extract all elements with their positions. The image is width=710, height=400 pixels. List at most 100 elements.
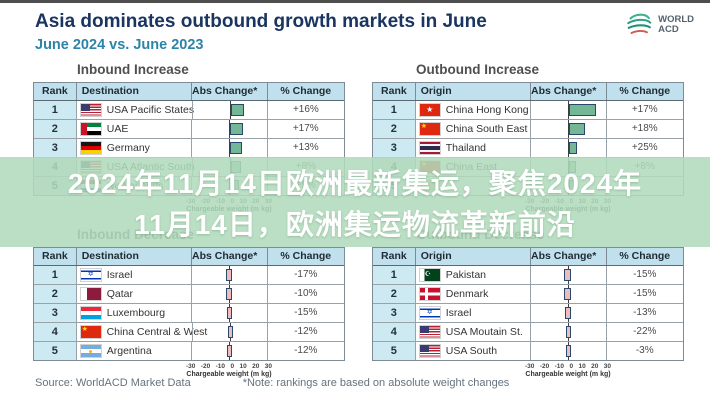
col-header-rank: Rank (34, 248, 76, 265)
rank-cell: 3 (373, 304, 415, 322)
source-note: Source: WorldACD Market Data (35, 377, 191, 389)
country-cell: Qatar (75, 285, 191, 303)
abs-change-bar (566, 345, 571, 357)
pct-change-cell: -15% (605, 285, 684, 303)
abs-change-bar (568, 123, 585, 135)
table-row: 3 Thailand +25% (373, 138, 683, 157)
table-row: 4 USA Moutain St. -22% (373, 322, 683, 341)
country-label: USA Pacific States (106, 104, 195, 116)
uae-flag-icon (80, 123, 101, 135)
col-header-change: % Change (605, 248, 683, 265)
rank-cell: 2 (34, 120, 76, 138)
pct-change-cell: -12% (266, 323, 344, 341)
pct-change-cell: -13% (605, 304, 684, 322)
col-header-destination: Destination (75, 83, 191, 100)
country-label: Luxembourg (106, 307, 166, 319)
col-header-change: % Change (266, 248, 344, 265)
country-cell: USA South (414, 342, 530, 360)
axis-tick: -10 (215, 363, 226, 370)
country-cell: Argentina (75, 342, 191, 360)
table-row: 3 Luxembourg -15% (34, 303, 344, 322)
worldacd-logo-text: WORLD ACD (658, 15, 694, 35)
israel-flag-icon (419, 307, 440, 319)
axis-tick: 0 (230, 363, 235, 370)
abs-change-cell (529, 304, 606, 322)
rank-cell: 1 (373, 266, 415, 284)
section-title: Inbound Increase (77, 62, 189, 77)
usa-flag-icon (419, 326, 440, 338)
country-cell: Thailand (414, 139, 530, 157)
pct-change-cell: +18% (605, 120, 684, 138)
worldacd-logo: WORLD ACD (624, 10, 694, 40)
abs-change-bar (227, 345, 232, 357)
country-label: Argentina (106, 345, 152, 357)
axis-tick: 10 (578, 363, 586, 370)
abs-change-bar (563, 269, 571, 281)
abs-change-bar (563, 288, 571, 300)
abs-change-bar (227, 307, 232, 319)
country-label: Israel (106, 269, 133, 281)
rank-cell: 1 (34, 101, 76, 119)
pct-change-cell: -17% (266, 266, 345, 284)
rank-cell: 2 (373, 285, 415, 303)
country-label: Thailand (445, 142, 487, 154)
country-cell: USA Pacific States (75, 101, 195, 119)
axis-tick: -10 (554, 363, 565, 370)
country-label: Israel (445, 307, 472, 319)
rank-cell: 1 (34, 266, 76, 284)
abs-change-cell (190, 342, 267, 360)
table-row: 5 Argentina -12% (34, 341, 344, 360)
table-row: 1 USA Pacific States +16% (34, 101, 344, 119)
logo-word-world: WORLD (658, 14, 694, 25)
axis-tick: -20 (539, 363, 550, 370)
table-row: 2 China South East +18% (373, 119, 683, 138)
col-header-origin: Origin (414, 248, 530, 265)
rank-cell: 2 (373, 120, 415, 138)
qatar-flag-icon (80, 288, 101, 300)
abs-change-bar (226, 288, 232, 300)
hongkong-flag-icon (419, 104, 440, 116)
ranking-note: *Note: rankings are based on absolute we… (242, 377, 510, 389)
table-row: 1 China Hong Kong +17% (373, 101, 683, 119)
china-flag-icon (419, 123, 440, 135)
abs-change-cell (529, 342, 606, 360)
x-axis-ticks: -30 -20 -10 0 10 20 30 (186, 363, 272, 370)
china-flag-icon (80, 326, 101, 338)
col-header-change: % Change (605, 83, 683, 100)
table-row: 2 Qatar -10% (34, 284, 344, 303)
thailand-flag-icon (419, 142, 440, 154)
footer: Source: WorldACD Market Data *Note: rank… (35, 377, 509, 389)
col-header-change: % Change (266, 83, 344, 100)
country-label: Germany (106, 142, 150, 154)
pct-change-cell: -3% (605, 342, 684, 360)
abs-change-bar (566, 326, 571, 338)
pct-change-cell: -12% (266, 342, 345, 360)
country-label: China South East (445, 123, 528, 135)
col-header-abs-change: Abs Change* (191, 83, 267, 100)
country-cell: Denmark (414, 285, 530, 303)
abs-change-bar (226, 269, 232, 281)
country-label: China Hong Kong (445, 104, 529, 116)
pct-change-cell: +17% (605, 101, 684, 119)
table-row: 2 UAE +17% (34, 119, 344, 138)
axis-tick: 0 (569, 363, 574, 370)
axis-tick: 20 (591, 363, 599, 370)
country-cell: Germany (75, 139, 191, 157)
country-cell: China Hong Kong (414, 101, 530, 119)
pct-change-cell: -22% (605, 323, 684, 341)
abs-change-bar (229, 123, 244, 135)
worldacd-swirl-icon (627, 13, 652, 34)
col-header-abs-change: Abs Change* (530, 248, 606, 265)
abs-change-cell (191, 323, 267, 341)
page-title: Asia dominates outbound growth markets i… (35, 11, 487, 32)
rank-cell: 3 (34, 304, 76, 322)
col-header-rank: Rank (34, 83, 76, 100)
x-axis-ticks: -30 -20 -10 0 10 20 30 (525, 363, 611, 370)
col-header-rank: Rank (373, 248, 415, 265)
country-label: UAE (106, 123, 129, 135)
pct-change-cell: +16% (266, 101, 344, 119)
